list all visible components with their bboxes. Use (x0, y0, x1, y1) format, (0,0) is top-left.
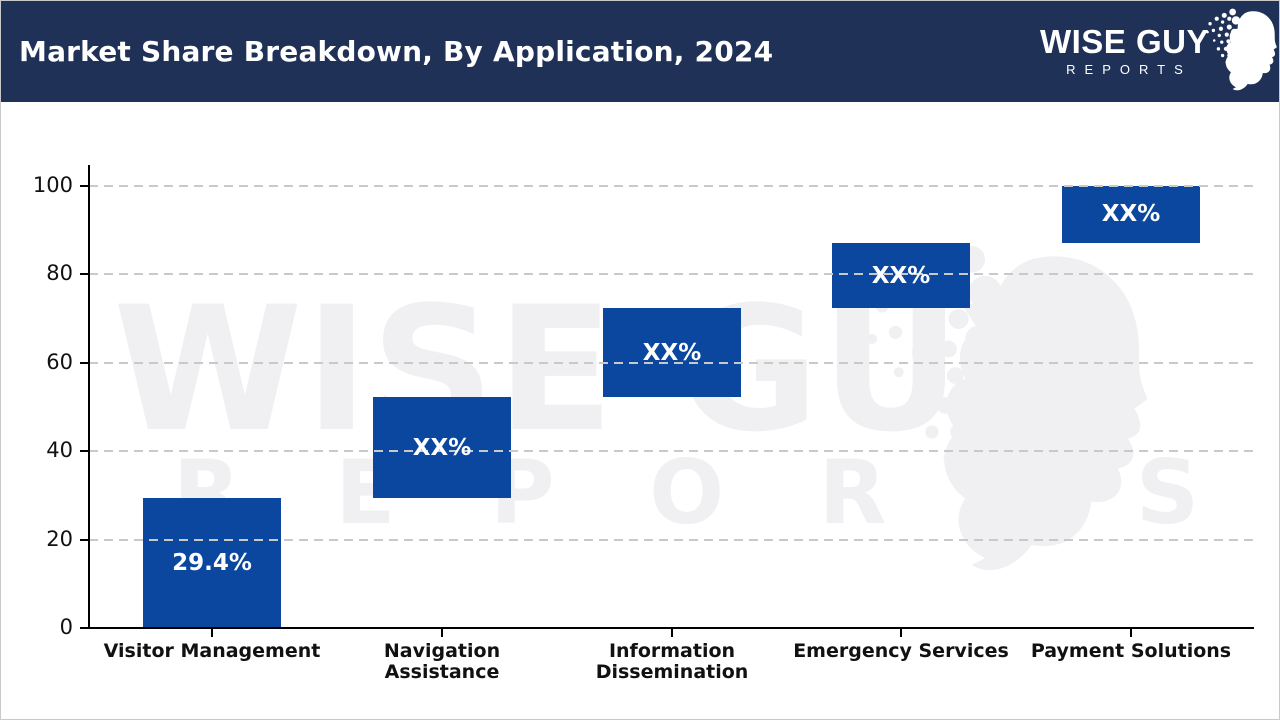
brand-logo: WISE GUY REPORTS (1031, 1, 1280, 102)
y-tick-label: 0 (59, 615, 73, 639)
gridline-80 (89, 273, 1254, 275)
bar-4 (832, 243, 970, 309)
y-tick-label: 80 (46, 261, 73, 285)
y-tick-label: 100 (32, 172, 73, 197)
bar-value-label: XX% (871, 262, 931, 289)
x-category-label: Emergency Services (793, 640, 1009, 662)
x-tick-mark (211, 629, 213, 637)
bar-value-label: XX% (412, 434, 472, 461)
y-tick-label: 60 (46, 349, 73, 374)
x-tick-mark (671, 629, 673, 637)
bar-value-label: 29.4% (172, 549, 252, 576)
bar-3 (603, 308, 741, 398)
brand-logo-name: WISE GUY (1039, 23, 1209, 60)
brand-logo-subtitle: REPORTS (1066, 62, 1192, 77)
page-title: Market Share Breakdown, By Application, … (19, 35, 774, 68)
x-category-label: Navigation Assistance (383, 640, 501, 683)
header-bar: Market Share Breakdown, By Application, … (1, 1, 1280, 102)
x-tick-mark (441, 629, 443, 637)
watermark-wordmark: WISE GUY (113, 269, 1090, 470)
x-category-label: Information Dissemination (595, 640, 749, 683)
gridline-20 (89, 538, 1254, 541)
x-category-label: Visitor Management (103, 640, 321, 662)
bar-value-label: XX% (642, 339, 702, 366)
brand-head-icon (1197, 7, 1280, 99)
x-tick-mark (1130, 629, 1132, 637)
y-tick-mark (80, 273, 88, 275)
y-tick-label: 40 (46, 438, 73, 462)
y-tick-mark (80, 361, 88, 364)
bar-5 (1062, 185, 1200, 244)
y-axis-line (88, 165, 90, 629)
y-tick-mark (80, 627, 88, 629)
gridline-100 (89, 184, 1254, 187)
x-category-label: Payment Solutions (1030, 640, 1232, 662)
gridline-40 (89, 450, 1254, 452)
y-tick-mark (80, 184, 88, 187)
brand-logo-text: WISE GUY REPORTS (1040, 25, 1209, 77)
gridline-60 (89, 361, 1254, 364)
x-axis-line (88, 627, 1254, 629)
bar-2 (373, 397, 511, 498)
bar-1 (143, 497, 281, 628)
bar-value-label: XX% (1101, 201, 1161, 228)
y-tick-mark (80, 450, 88, 452)
y-tick-label: 20 (46, 526, 73, 551)
x-tick-mark (900, 629, 902, 637)
y-tick-mark (80, 538, 88, 541)
